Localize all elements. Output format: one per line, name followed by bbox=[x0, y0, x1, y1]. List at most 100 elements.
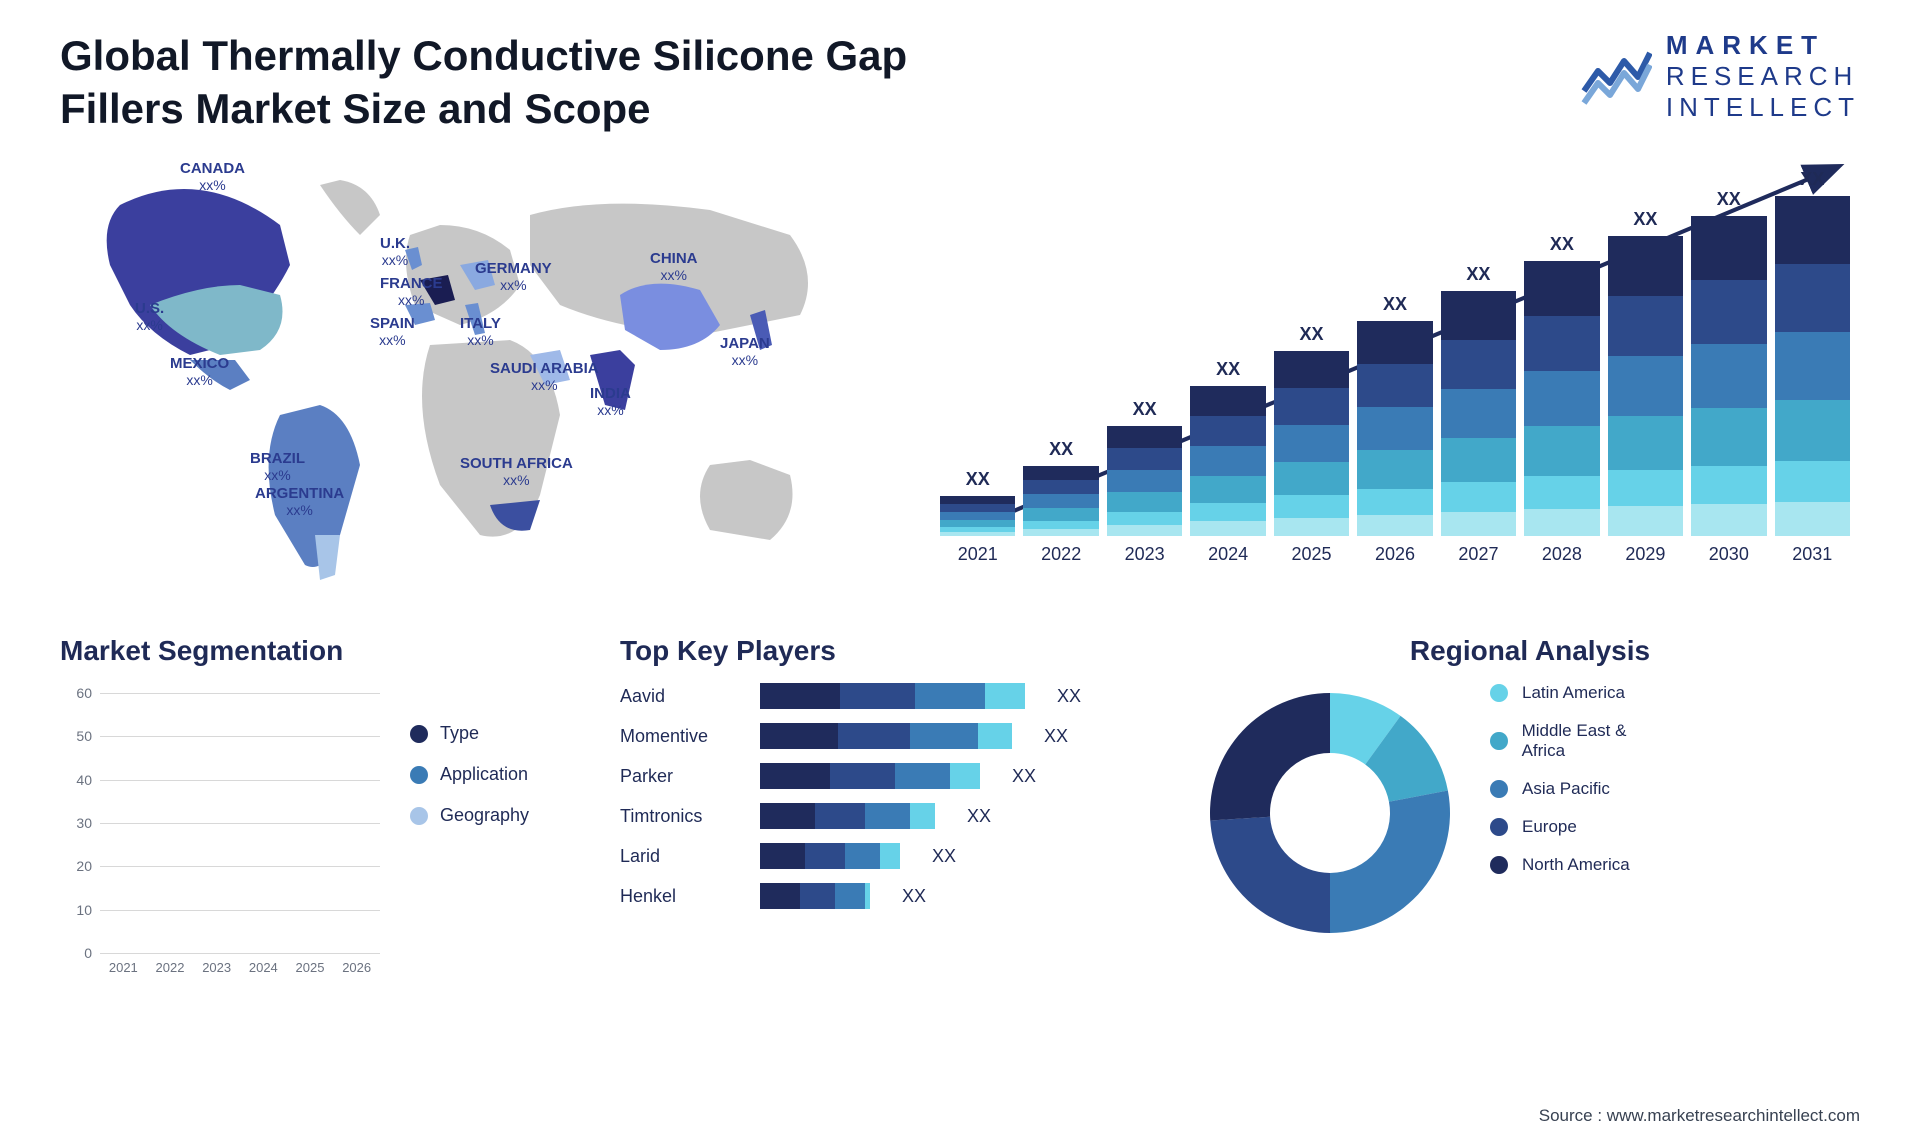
growth-bar-label: XX bbox=[1633, 209, 1657, 230]
map-label: ITALYxx% bbox=[460, 315, 501, 348]
donut-slice bbox=[1210, 817, 1330, 933]
growth-bar-segment bbox=[1107, 525, 1182, 536]
player-bar-segment bbox=[910, 803, 935, 829]
growth-bar-segment bbox=[1524, 316, 1599, 371]
map-label: GERMANYxx% bbox=[475, 260, 552, 293]
legend-label: Type bbox=[440, 723, 479, 744]
player-bar-segment bbox=[910, 723, 978, 749]
growth-bar: XX2028 bbox=[1524, 261, 1599, 565]
player-row: HenkelXX bbox=[620, 883, 1160, 909]
legend-dot bbox=[410, 725, 428, 743]
map-label: CANADAxx% bbox=[180, 160, 245, 193]
growth-bar-segment bbox=[1107, 470, 1182, 492]
map-label: FRANCExx% bbox=[380, 275, 443, 308]
player-bar-segment bbox=[985, 683, 1025, 709]
donut-slice bbox=[1330, 791, 1450, 933]
players-title: Top Key Players bbox=[620, 635, 1160, 667]
growth-bar-segment bbox=[1274, 495, 1349, 517]
player-bar bbox=[760, 683, 1025, 709]
regional-title: Regional Analysis bbox=[1200, 635, 1860, 667]
player-name: Timtronics bbox=[620, 806, 740, 827]
growth-bar-segment bbox=[1608, 506, 1683, 536]
growth-x-label: 2022 bbox=[1041, 544, 1081, 565]
growth-bar-segment bbox=[1775, 400, 1850, 461]
growth-x-label: 2031 bbox=[1792, 544, 1832, 565]
growth-bar-segment bbox=[1524, 426, 1599, 476]
growth-bar-segment bbox=[1190, 476, 1265, 503]
growth-bar-segment bbox=[1274, 425, 1349, 462]
map-label: CHINAxx% bbox=[650, 250, 698, 283]
legend-label: Latin America bbox=[1522, 683, 1625, 703]
region-legend-item: Latin America bbox=[1490, 683, 1670, 703]
growth-bar-segment bbox=[1441, 389, 1516, 438]
growth-bar-segment bbox=[1357, 515, 1432, 537]
growth-bar-segment bbox=[1023, 529, 1098, 536]
growth-bar-segment bbox=[1691, 408, 1766, 466]
growth-bar-segment bbox=[1524, 371, 1599, 426]
growth-x-label: 2027 bbox=[1458, 544, 1498, 565]
legend-dot bbox=[410, 766, 428, 784]
player-bar-segment bbox=[840, 683, 915, 709]
player-bar-segment bbox=[760, 683, 840, 709]
y-tick: 60 bbox=[60, 685, 92, 701]
player-value: XX bbox=[1012, 766, 1036, 787]
player-row: Parker XX bbox=[620, 763, 1160, 789]
legend-dot bbox=[1490, 732, 1508, 750]
growth-bar-segment bbox=[940, 532, 1015, 536]
y-tick: 30 bbox=[60, 815, 92, 831]
growth-bar: XX2025 bbox=[1274, 351, 1349, 565]
x-tick: 2021 bbox=[109, 960, 138, 975]
players-chart: AavidXXMomentiveXXParkerXXTimtronicsXXLa… bbox=[620, 683, 1160, 909]
y-tick: 0 bbox=[60, 945, 92, 961]
growth-bar-segment bbox=[1691, 466, 1766, 504]
donut-slice bbox=[1210, 693, 1330, 821]
x-tick: 2022 bbox=[156, 960, 185, 975]
growth-bar-segment bbox=[1357, 407, 1432, 450]
growth-bar-segment bbox=[1608, 236, 1683, 296]
growth-bar: XX2030 bbox=[1691, 216, 1766, 565]
legend-item: Geography bbox=[410, 805, 529, 826]
region-legend-item: Europe bbox=[1490, 817, 1670, 837]
x-tick: 2026 bbox=[342, 960, 371, 975]
player-name: Aavid bbox=[620, 686, 740, 707]
growth-bar-segment bbox=[1441, 512, 1516, 537]
growth-bar-segment bbox=[1524, 509, 1599, 537]
growth-bar: XX2031 bbox=[1775, 196, 1850, 565]
legend-label: Europe bbox=[1522, 817, 1577, 837]
y-tick: 10 bbox=[60, 902, 92, 918]
legend-dot bbox=[410, 807, 428, 825]
growth-bar-segment bbox=[1023, 494, 1098, 508]
growth-bar-label: XX bbox=[1717, 189, 1741, 210]
player-bar-segment bbox=[838, 723, 910, 749]
player-name: Parker bbox=[620, 766, 740, 787]
growth-bar-label: XX bbox=[1800, 169, 1824, 190]
player-bar-segment bbox=[760, 723, 838, 749]
region-legend-item: North America bbox=[1490, 855, 1670, 875]
player-row: MomentiveXX bbox=[620, 723, 1160, 749]
map-label: MEXICOxx% bbox=[170, 355, 229, 388]
player-bar-segment bbox=[760, 763, 830, 789]
growth-bar-segment bbox=[1775, 502, 1850, 536]
growth-bar-segment bbox=[1023, 480, 1098, 494]
player-bar-segment bbox=[865, 883, 870, 909]
x-tick: 2024 bbox=[249, 960, 278, 975]
growth-bar: XX2021 bbox=[940, 496, 1015, 565]
player-bar-segment bbox=[835, 883, 865, 909]
logo-text-1: MARKET bbox=[1666, 30, 1860, 61]
grid-line bbox=[100, 953, 380, 954]
growth-bar-segment bbox=[1107, 448, 1182, 470]
player-bar-segment bbox=[950, 763, 980, 789]
player-bar-segment bbox=[805, 843, 845, 869]
growth-bar-segment bbox=[1107, 426, 1182, 448]
player-bar-segment bbox=[865, 803, 910, 829]
player-bar bbox=[760, 843, 900, 869]
growth-bar-segment bbox=[1691, 344, 1766, 408]
player-bar-segment bbox=[830, 763, 895, 789]
player-value: XX bbox=[902, 886, 926, 907]
growth-bar: XX2023 bbox=[1107, 426, 1182, 565]
player-bar bbox=[760, 763, 980, 789]
growth-bar-segment bbox=[1107, 492, 1182, 512]
growth-bar-label: XX bbox=[1049, 439, 1073, 460]
map-label: U.K.xx% bbox=[380, 235, 410, 268]
growth-bar-segment bbox=[1775, 264, 1850, 332]
